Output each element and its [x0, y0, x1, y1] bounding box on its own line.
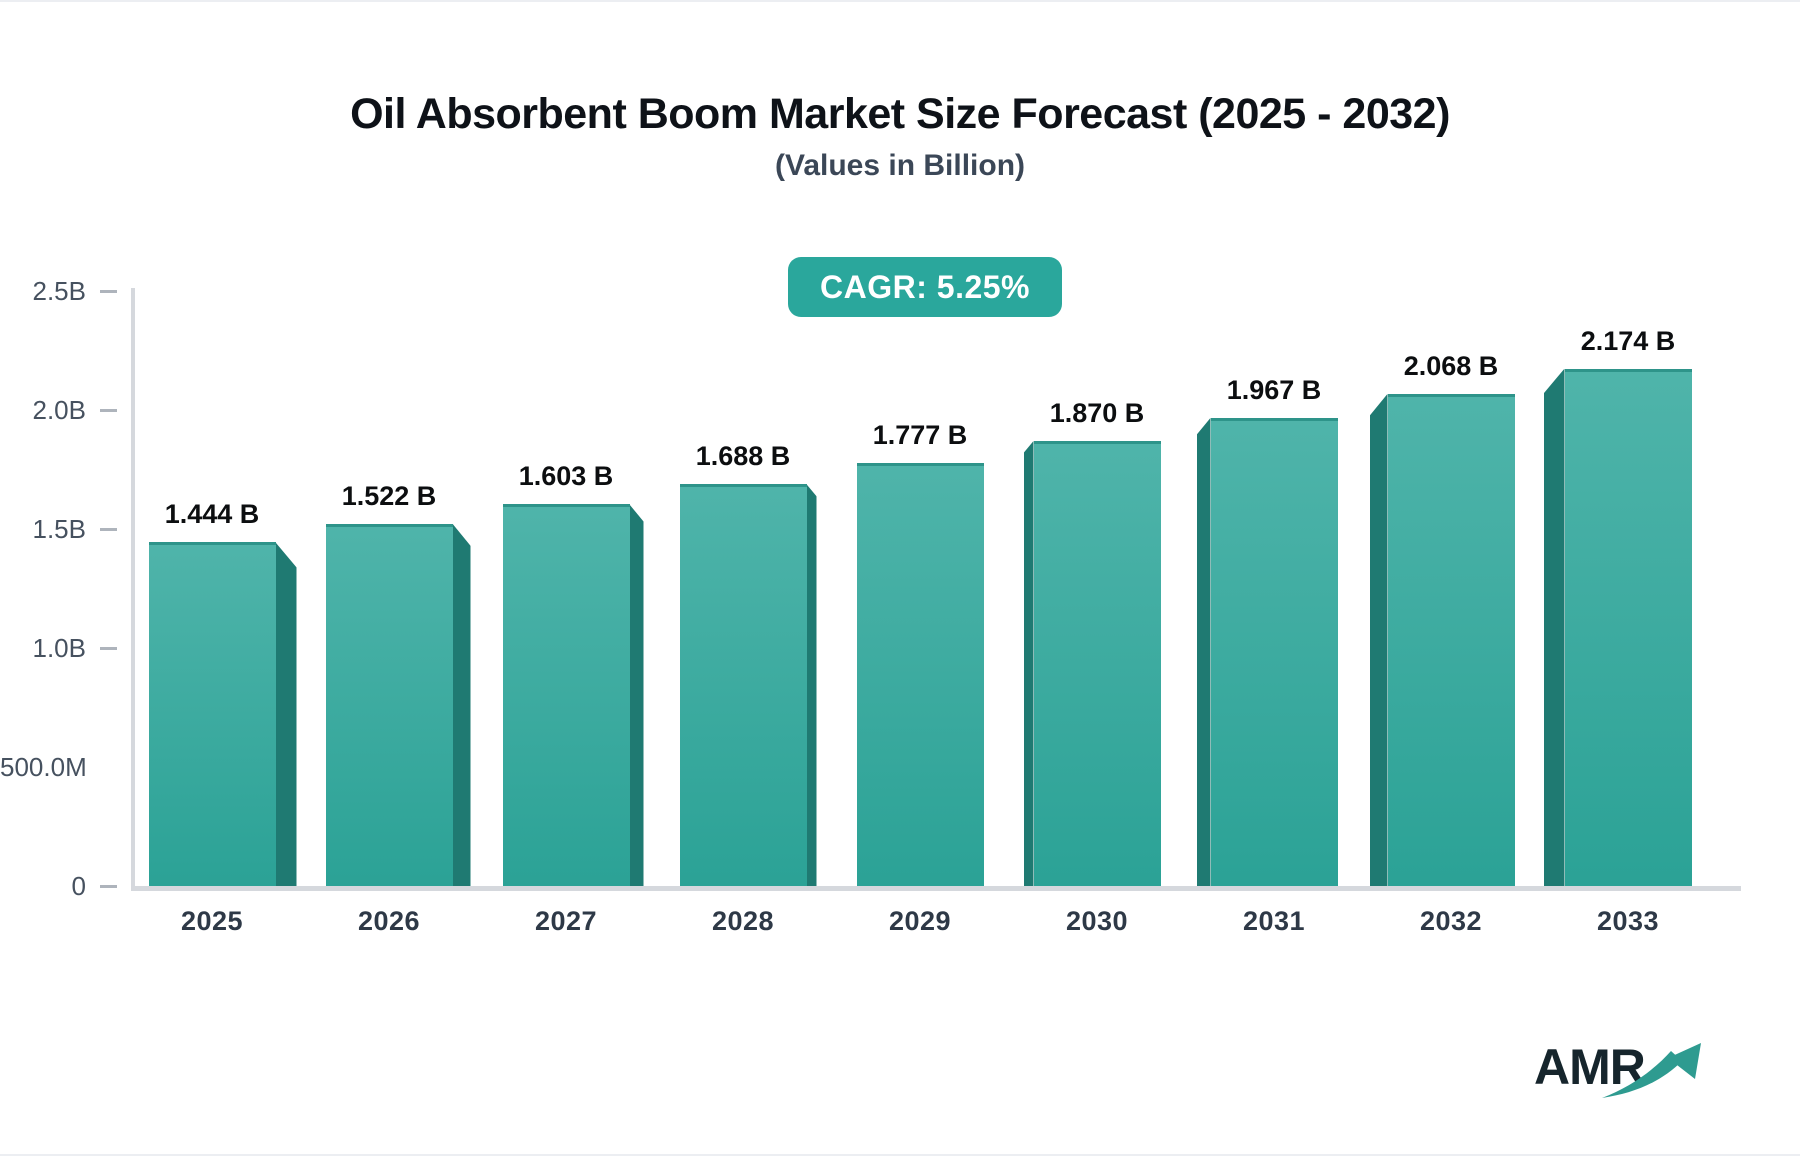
y-tick-label: 500.0M: [0, 752, 87, 782]
brand-name: AMR: [1534, 1039, 1646, 1095]
cagr-badge: CAGR: 5.25%: [788, 257, 1062, 317]
x-tick-label: 2025: [180, 906, 244, 936]
chart-title: Oil Absorbent Boom Market Size Forecast …: [350, 90, 1450, 138]
x-tick-label: 2028: [711, 906, 775, 936]
bar-side-face: [275, 542, 297, 886]
bar-value-label: 1.688 B: [695, 441, 791, 472]
bar-value-label: 1.444 B: [164, 499, 260, 530]
bar-side-face: [806, 484, 817, 886]
x-tick-label: 2031: [1242, 906, 1306, 936]
y-tick-label: 1.0B: [32, 633, 87, 663]
bar-value-label: 1.603 B: [518, 461, 614, 492]
y-tick-dash: [100, 647, 117, 650]
bar-value-label: 1.870 B: [1049, 397, 1145, 428]
bar-side-face: [1196, 417, 1211, 886]
y-tick-dash: [100, 885, 117, 888]
bar-value-label: 2.174 B: [1580, 325, 1676, 356]
bar-face: [1564, 368, 1692, 886]
bar-side-face: [1023, 440, 1034, 886]
bar-face: [502, 504, 630, 886]
x-axis-line: [131, 886, 1741, 891]
bar-face: [325, 523, 453, 886]
bar-side-face: [452, 523, 471, 886]
bar-value-label: 1.777 B: [872, 420, 968, 451]
bar-value-label: 1.967 B: [1226, 374, 1322, 405]
brand-logo: AMR: [1534, 1038, 1724, 1110]
y-tick-label: 2.5B: [32, 276, 87, 306]
y-tick-label: 1.5B: [32, 514, 87, 544]
bar-value-label: 1.522 B: [341, 480, 437, 511]
x-tick-label: 2033: [1596, 906, 1660, 936]
chart-subtitle: (Values in Billion): [774, 149, 1026, 182]
bar-side-face: [1543, 368, 1565, 886]
bar-face: [856, 463, 984, 886]
x-tick-label: 2027: [534, 906, 598, 936]
x-tick-label: 2029: [888, 906, 952, 936]
bar-face: [148, 542, 276, 886]
growth-arrow-icon: [1602, 1043, 1701, 1098]
y-tick-label: 2.0B: [32, 395, 87, 425]
y-tick-dash: [100, 528, 117, 531]
bar-face: [1387, 393, 1515, 886]
y-tick-label: 0: [71, 871, 86, 901]
x-tick-label: 2026: [357, 906, 421, 936]
bar-side-face: [1369, 393, 1388, 886]
x-tick-label: 2030: [1065, 906, 1129, 936]
bar-side-face: [629, 504, 644, 886]
x-tick-label: 2032: [1419, 906, 1483, 936]
y-axis-line: [131, 288, 135, 891]
y-tick-dash: [100, 409, 117, 412]
bar-value-label: 2.068 B: [1403, 350, 1499, 381]
bar-face: [679, 484, 807, 886]
bar-face: [1033, 440, 1161, 886]
bar-face: [1210, 417, 1338, 886]
y-tick-dash: [100, 290, 117, 293]
